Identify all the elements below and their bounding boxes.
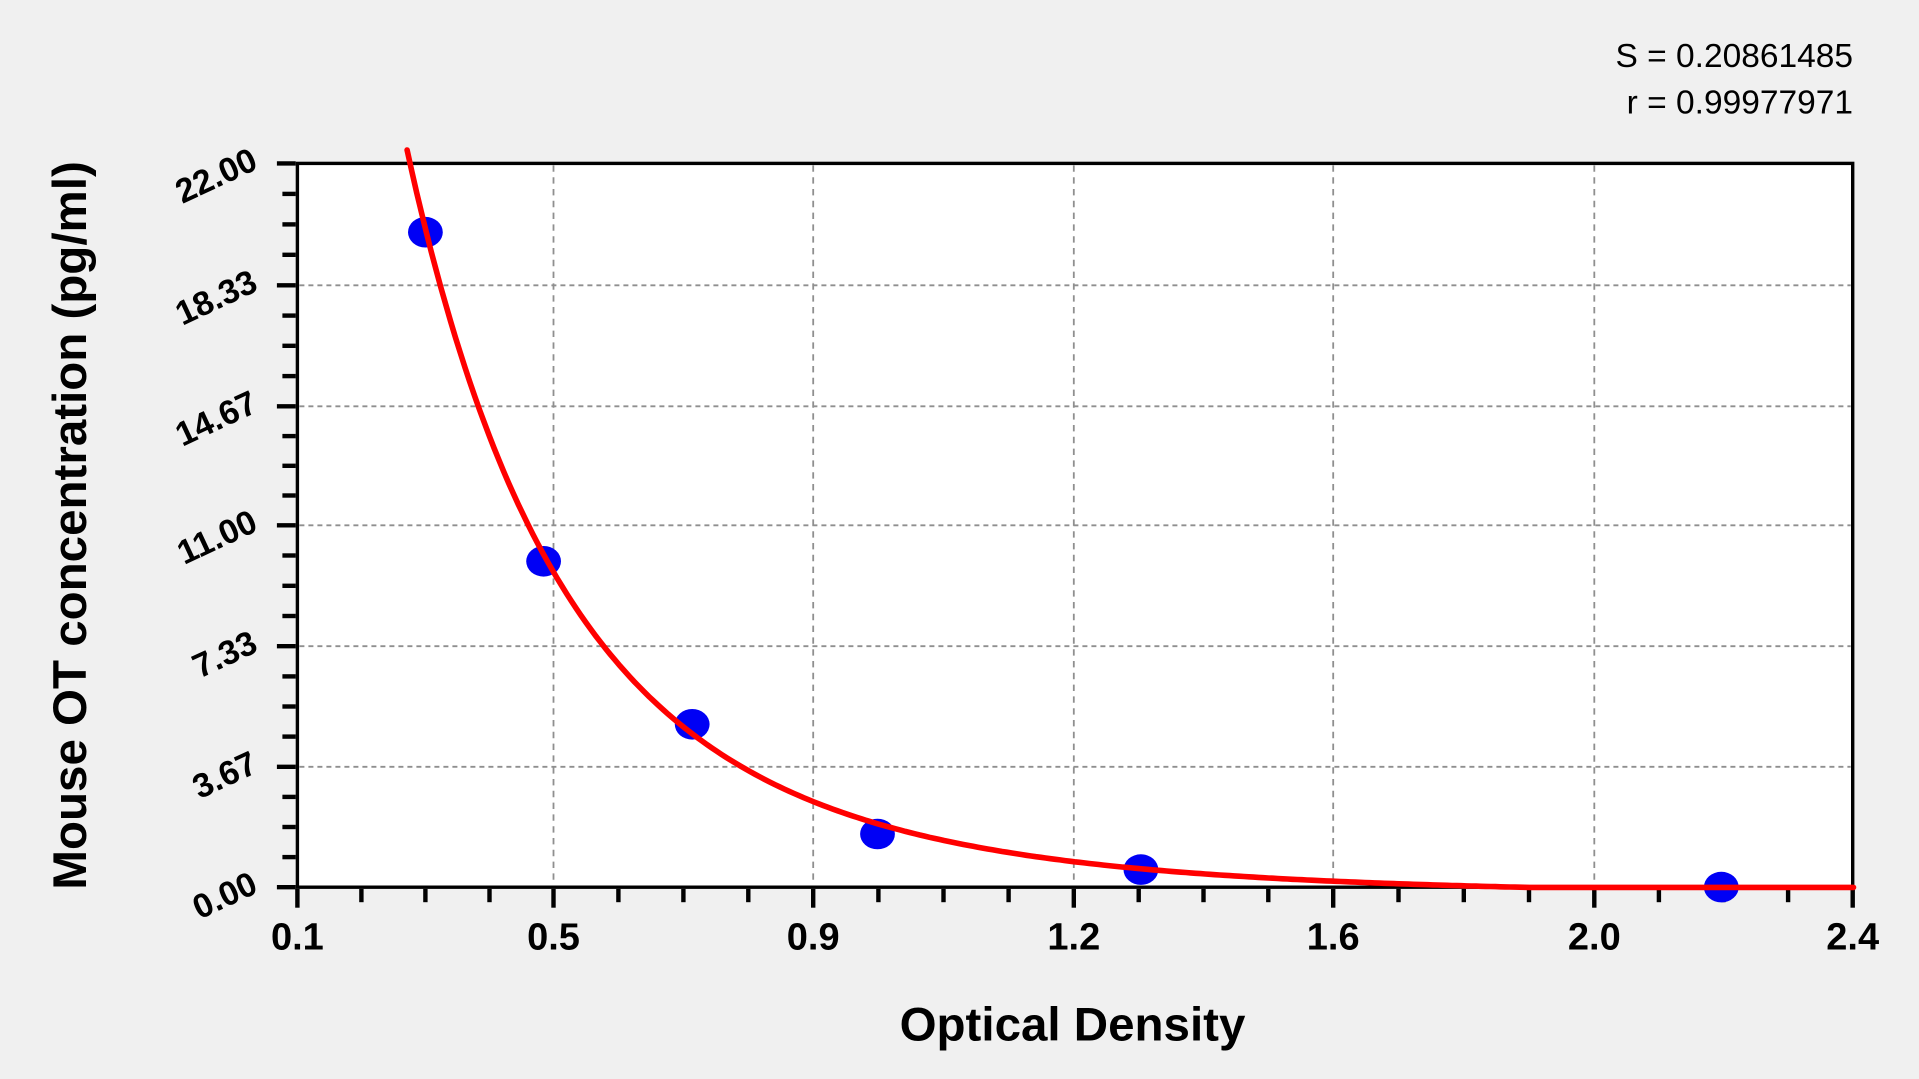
svg-text:0.9: 0.9 <box>787 916 840 958</box>
svg-text:S = 0.20861485: S = 0.20861485 <box>1615 38 1853 75</box>
svg-text:0.1: 0.1 <box>271 916 324 958</box>
svg-text:Mouse OT concentration (pg/ml): Mouse OT concentration (pg/ml) <box>44 161 97 889</box>
svg-text:Optical Density: Optical Density <box>900 999 1246 1052</box>
svg-text:1.6: 1.6 <box>1307 916 1360 958</box>
svg-text:r = 0.99977971: r = 0.99977971 <box>1627 85 1853 122</box>
svg-text:2.4: 2.4 <box>1826 916 1879 958</box>
svg-text:2.0: 2.0 <box>1568 916 1621 958</box>
svg-text:0.5: 0.5 <box>527 916 580 958</box>
svg-text:1.2: 1.2 <box>1047 916 1100 958</box>
